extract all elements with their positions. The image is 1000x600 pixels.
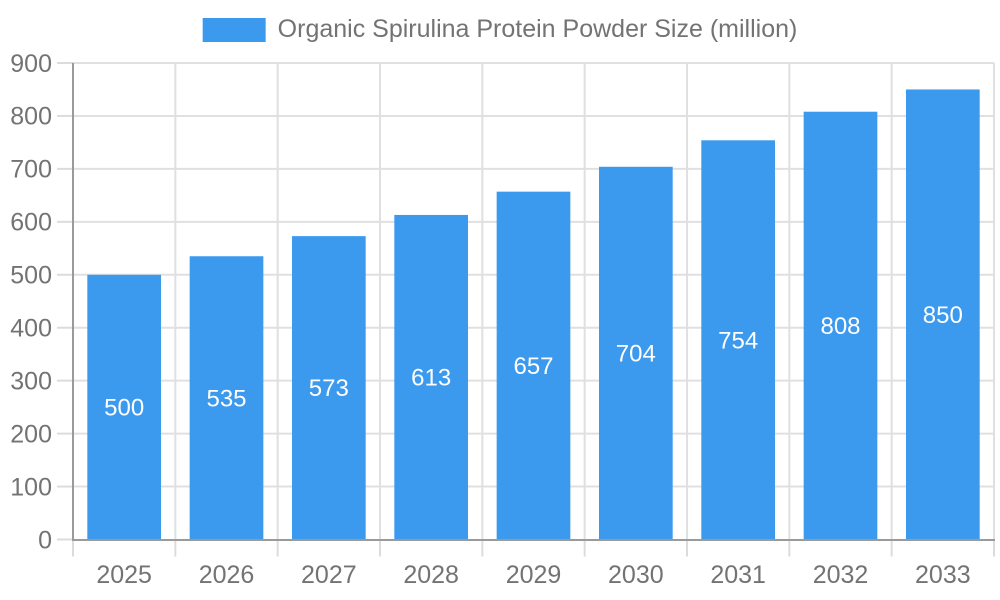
y-tick-label: 700 <box>10 156 52 184</box>
x-tick-label: 2030 <box>608 561 664 589</box>
y-tick-label: 100 <box>10 473 52 501</box>
bar-value-label: 535 <box>206 385 246 412</box>
bar-2032 <box>803 111 878 540</box>
bar-2027 <box>291 236 366 540</box>
x-tick-label: 2028 <box>403 561 459 589</box>
bar-2025 <box>87 274 162 540</box>
bar-2028 <box>394 214 469 540</box>
y-tick-label: 400 <box>10 314 52 342</box>
bar-value-label: 613 <box>411 365 451 392</box>
x-tick-label: 2032 <box>813 561 869 589</box>
bar-2026 <box>189 256 264 540</box>
bar-value-label: 500 <box>104 395 144 422</box>
x-tick-label: 2026 <box>199 561 255 589</box>
bar-value-label: 657 <box>513 353 553 380</box>
x-tick-label: 2031 <box>710 561 766 589</box>
y-tick-label: 0 <box>38 526 52 554</box>
bar-value-label: 754 <box>718 327 758 354</box>
bar-2029 <box>496 191 571 540</box>
y-tick-label: 500 <box>10 262 52 290</box>
x-tick-label: 2033 <box>915 561 971 589</box>
y-tick-label: 600 <box>10 209 52 237</box>
bar-2031 <box>701 140 776 540</box>
bar-2033 <box>905 89 980 540</box>
bar-value-label: 808 <box>820 313 860 340</box>
legend-item[interactable]: Organic Spirulina Protein Powder Size (m… <box>202 15 798 43</box>
legend-swatch <box>202 17 266 42</box>
legend-label: Organic Spirulina Protein Powder Size (m… <box>277 15 798 43</box>
x-tick-label: 2027 <box>301 561 357 589</box>
y-tick-label: 200 <box>10 420 52 448</box>
y-tick-label: 800 <box>10 103 52 131</box>
bar-value-label: 850 <box>923 302 963 329</box>
bar-value-label: 573 <box>309 375 349 402</box>
y-tick-label: 900 <box>10 50 52 78</box>
x-tick-label: 2029 <box>506 561 562 589</box>
y-tick-label: 300 <box>10 367 52 395</box>
bar-2030 <box>598 166 673 540</box>
x-tick-label: 2025 <box>96 561 152 589</box>
bar-value-label: 704 <box>616 341 656 368</box>
